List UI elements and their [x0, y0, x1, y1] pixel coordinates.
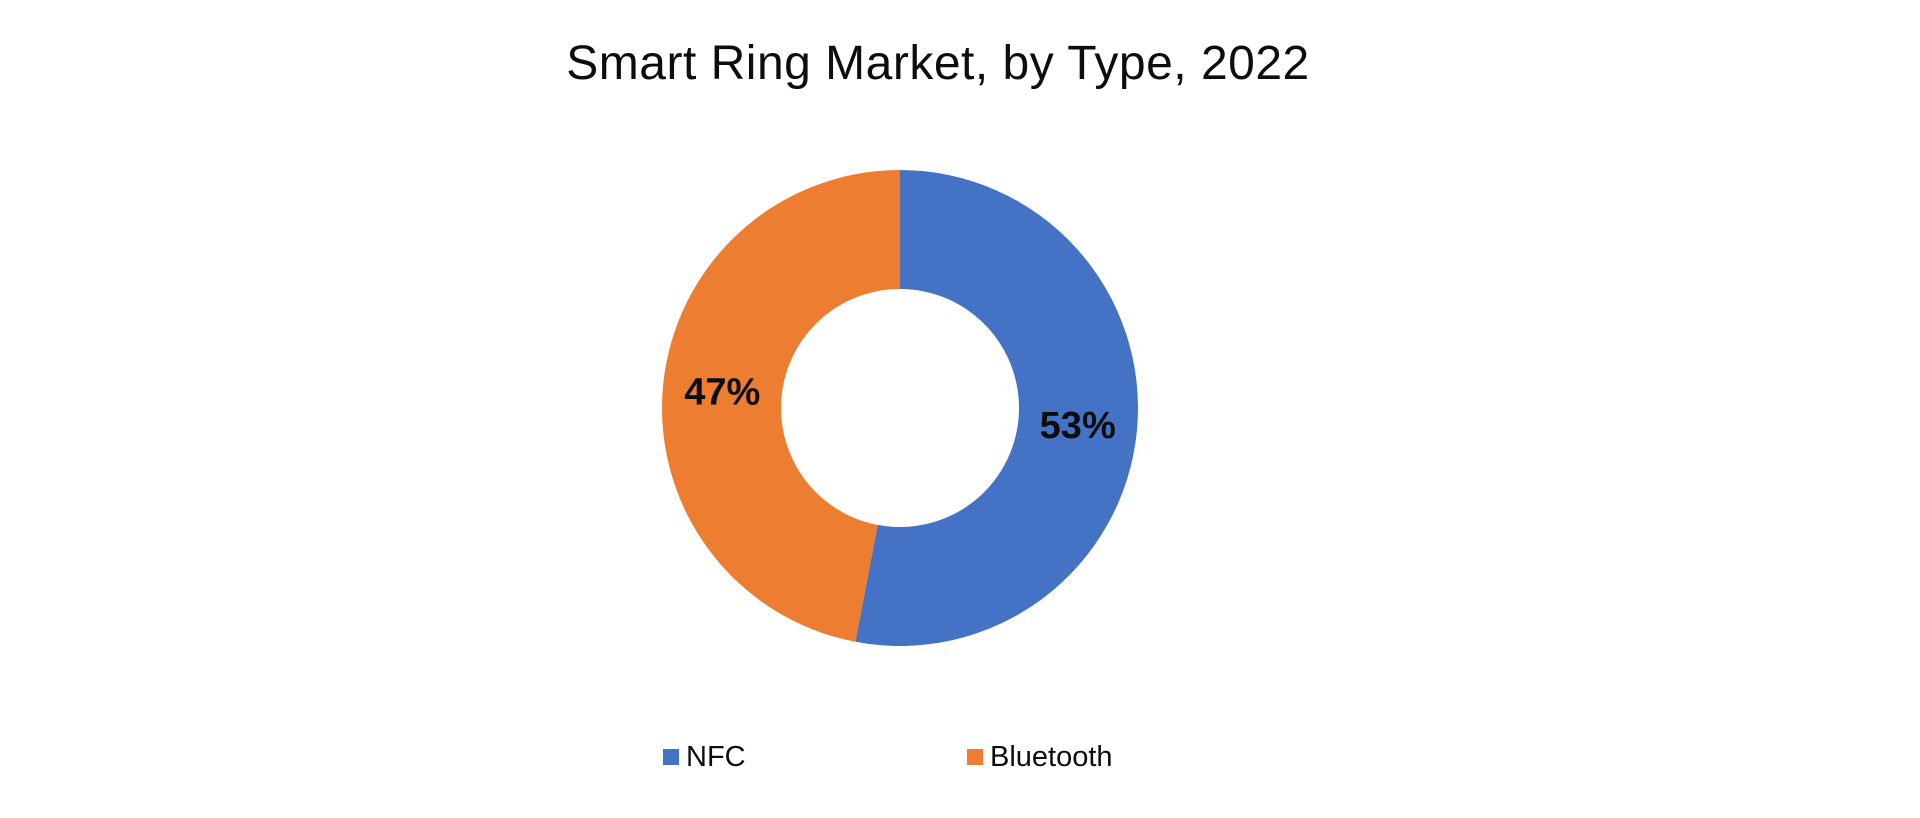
- legend-label-nfc: NFC: [686, 740, 746, 773]
- donut-slice-bluetooth: [662, 170, 900, 642]
- data-label-bluetooth: 47%: [684, 372, 760, 414]
- chart-title: Smart Ring Market, by Type, 2022: [566, 37, 1310, 90]
- legend-swatch-bluetooth-icon: [967, 749, 983, 765]
- data-label-nfc: 53%: [1040, 405, 1116, 447]
- legend-item-nfc: NFC: [663, 740, 746, 774]
- legend-label-bluetooth: Bluetooth: [990, 740, 1113, 773]
- donut-slice-nfc: [855, 170, 1138, 646]
- legend-swatch-nfc-icon: [663, 749, 679, 765]
- legend-item-bluetooth: Bluetooth: [967, 740, 1113, 774]
- donut-chart: 53% 47%: [662, 170, 1138, 646]
